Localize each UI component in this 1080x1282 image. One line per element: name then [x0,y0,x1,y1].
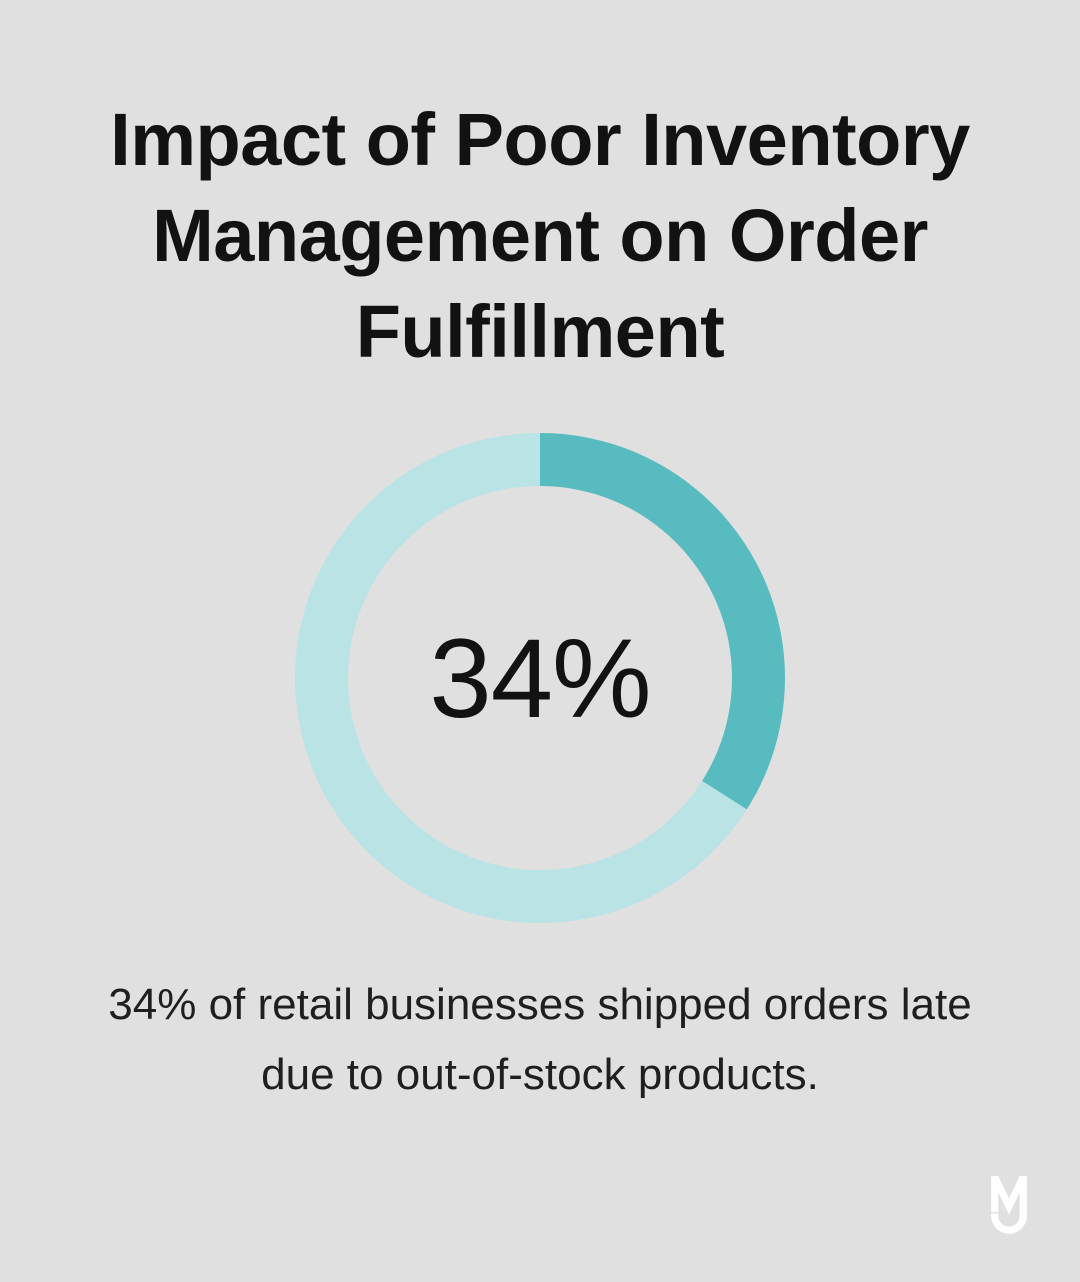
donut-hole [348,486,732,870]
page-title-line-1: Impact of Poor Inventory [110,98,970,181]
chart-caption-line-1: 34% of retail businesses shipped orders … [108,980,972,1029]
donut-chart: 34% [295,433,785,923]
mj-logo-icon [990,1176,1028,1234]
donut-center-value: 34% [429,615,651,741]
page-title: Impact of Poor Inventory Management on O… [0,92,1080,380]
page-title-line-2: Management on Order [152,194,928,277]
page-title-line-3: Fulfillment [355,290,725,373]
chart-caption-line-2: due to out-of-stock products. [261,1050,819,1099]
chart-caption: 34% of retail businesses shipped orders … [0,970,1080,1110]
